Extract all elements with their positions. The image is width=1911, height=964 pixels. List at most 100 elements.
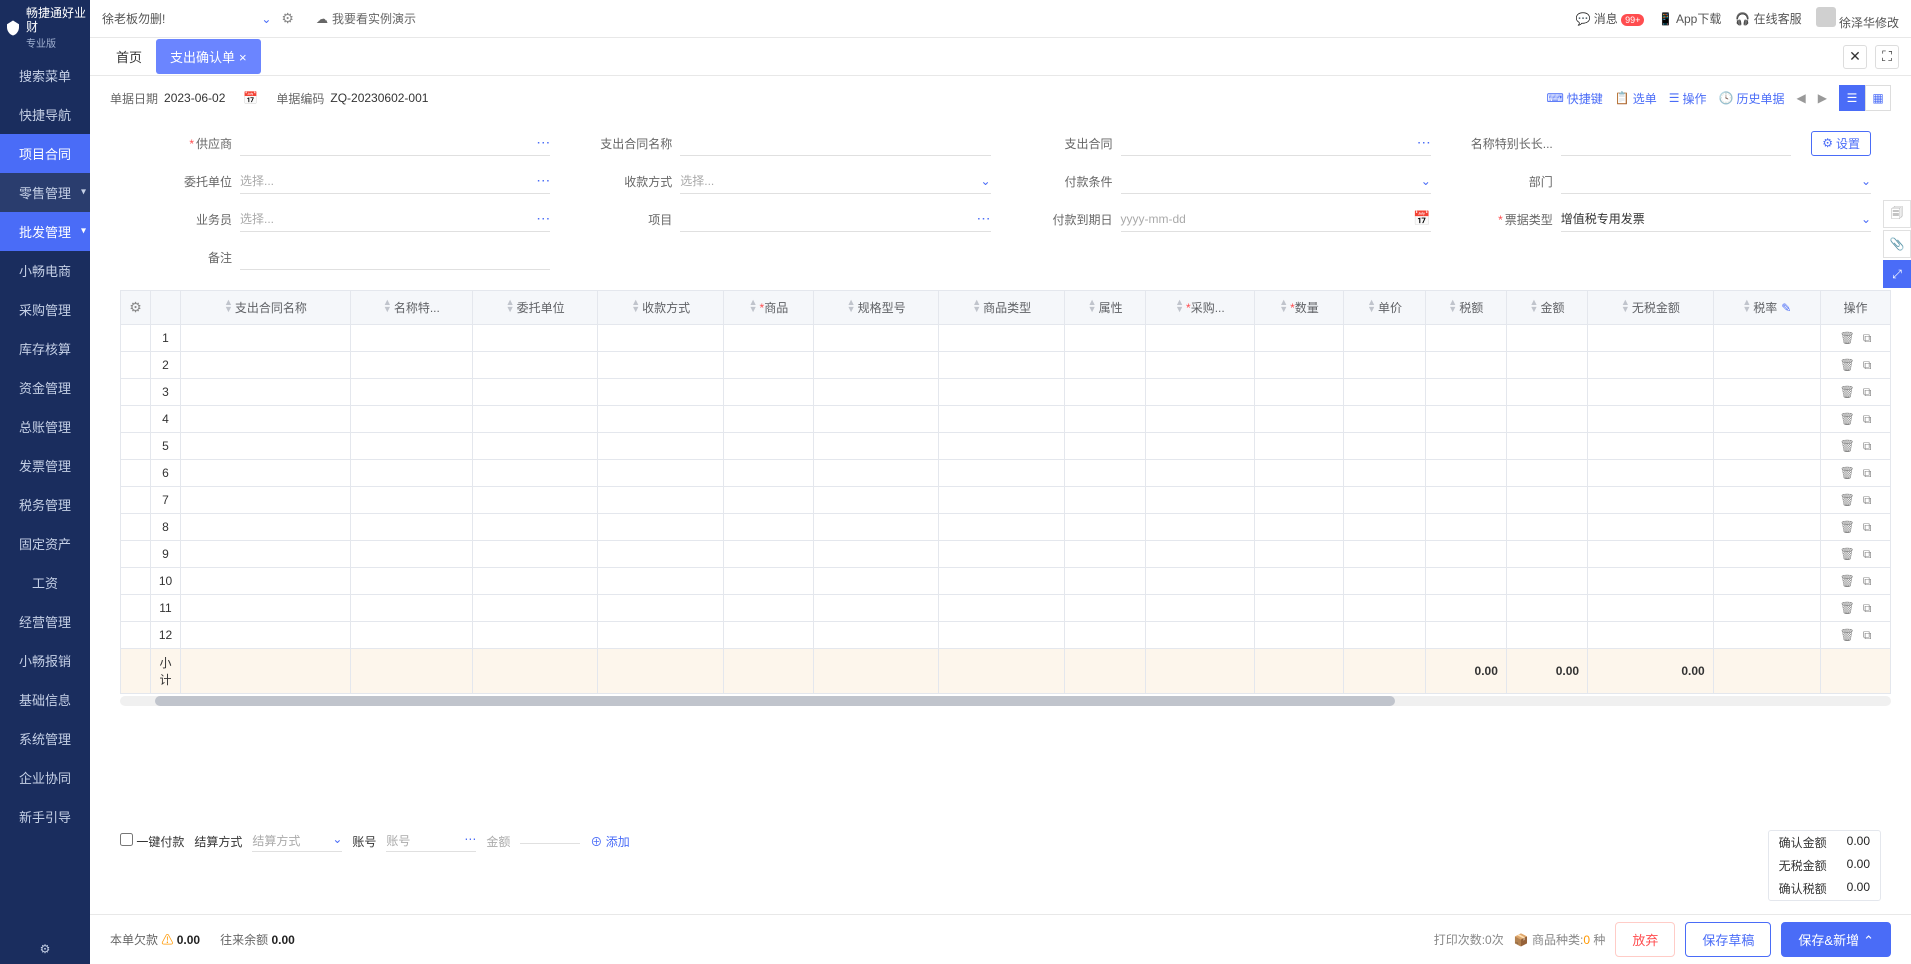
view-grid-button[interactable]: ▦ [1865, 85, 1891, 111]
sidebar-item-15[interactable]: 小畅报销 [0, 641, 90, 680]
table-row[interactable]: 1🗑⧉ [121, 325, 1891, 352]
delete-row-icon[interactable]: 🗑 [1840, 331, 1855, 346]
table-settings-icon[interactable]: ⚙ [129, 299, 142, 315]
fullscreen-button[interactable]: ⛶ [1875, 45, 1899, 69]
copy-row-icon[interactable]: ⧉ [1863, 628, 1872, 643]
chevron-down-icon[interactable]: ⌄ [1861, 174, 1871, 188]
dept-select[interactable]: ⌄ [1561, 168, 1871, 194]
settle-method-select[interactable]: 结算方式⌄ [252, 830, 342, 852]
col-header[interactable]: ▲▼*数量 [1254, 291, 1344, 325]
receive-type-select[interactable]: 选择...⌄ [680, 168, 990, 194]
prev-doc-button[interactable]: ◀ [1797, 91, 1806, 105]
delete-row-icon[interactable]: 🗑 [1840, 385, 1855, 400]
copy-row-icon[interactable]: ⧉ [1863, 385, 1872, 400]
sidebar-settings-icon[interactable]: ⚙ [0, 942, 90, 956]
delete-row-icon[interactable]: 🗑 [1840, 574, 1855, 589]
due-date-input[interactable]: yyyy-mm-dd📅 [1121, 206, 1431, 232]
col-header[interactable]: ▲▼规格型号 [813, 291, 939, 325]
col-header[interactable]: ▲▼税额 [1425, 291, 1506, 325]
sidebar-item-11[interactable]: 税务管理 [0, 485, 90, 524]
save-draft-button[interactable]: 保存草稿 [1685, 922, 1771, 957]
sidebar-item-5[interactable]: 小畅电商 [0, 251, 90, 290]
col-header[interactable]: ▲▼支出合同名称 [181, 291, 351, 325]
more-icon[interactable]: ⋯ [536, 172, 550, 189]
col-header[interactable]: ▲▼税率✎ [1713, 291, 1820, 325]
contract-input[interactable]: ⋯ [1121, 130, 1431, 156]
remark-input[interactable] [240, 244, 550, 270]
sidebar-item-3[interactable]: 零售管理▾ [0, 173, 90, 212]
save-new-button[interactable]: 保存&新增⌃ [1781, 922, 1891, 957]
delete-row-icon[interactable]: 🗑 [1840, 628, 1855, 643]
one-click-pay-checkbox[interactable]: 一键付款 [120, 833, 184, 850]
pay-cond-select[interactable]: ⌄ [1121, 168, 1431, 194]
chevron-down-icon[interactable]: ⌄ [1861, 212, 1871, 226]
sidebar-item-16[interactable]: 基础信息 [0, 680, 90, 719]
copy-row-icon[interactable]: ⧉ [1863, 358, 1872, 373]
view-list-button[interactable]: ☰ [1839, 85, 1865, 111]
copy-row-icon[interactable]: ⧉ [1863, 493, 1872, 508]
entrust-input[interactable]: 选择...⋯ [240, 168, 550, 194]
sidebar-item-10[interactable]: 发票管理 [0, 446, 90, 485]
sidebar-item-6[interactable]: 采购管理 [0, 290, 90, 329]
table-row[interactable]: 7🗑⧉ [121, 487, 1891, 514]
copy-row-icon[interactable]: ⧉ [1863, 520, 1872, 535]
col-header[interactable]: ▲▼单价 [1344, 291, 1425, 325]
table-row[interactable]: 5🗑⧉ [121, 433, 1891, 460]
delete-row-icon[interactable]: 🗑 [1840, 358, 1855, 373]
hotkey-link[interactable]: ⌨ 快捷键 [1546, 90, 1602, 107]
demo-link[interactable]: ☁ 我要看实例演示 [316, 10, 416, 27]
settle-amount-input[interactable] [520, 839, 580, 844]
sidebar-item-12[interactable]: 固定资产 [0, 524, 90, 563]
rail-expand-icon[interactable]: ⤢ [1883, 260, 1911, 288]
calendar-icon[interactable]: 📅 [1413, 210, 1430, 227]
copy-row-icon[interactable]: ⧉ [1863, 601, 1872, 616]
sidebar-item-2[interactable]: 项目合同 [0, 134, 90, 173]
horizontal-scrollbar[interactable] [120, 696, 1891, 706]
salesman-input[interactable]: 选择...⋯ [240, 206, 550, 232]
col-header[interactable]: ▲▼收款方式 [598, 291, 724, 325]
add-settlement-button[interactable]: ⊕ 添加 [590, 833, 629, 850]
copy-row-icon[interactable]: ⧉ [1863, 439, 1872, 454]
sidebar-item-9[interactable]: 总账管理 [0, 407, 90, 446]
sidebar-item-19[interactable]: 新手引导 [0, 797, 90, 836]
delete-row-icon[interactable]: 🗑 [1840, 466, 1855, 481]
table-row[interactable]: 4🗑⧉ [121, 406, 1891, 433]
copy-row-icon[interactable]: ⧉ [1863, 331, 1872, 346]
sidebar-item-17[interactable]: 系统管理 [0, 719, 90, 758]
tab-expense-confirm[interactable]: 支出确认单× [156, 39, 261, 74]
col-header[interactable]: ▲▼*商品 [724, 291, 814, 325]
pick-order-link[interactable]: 📋 选单 [1615, 90, 1657, 107]
user-menu[interactable]: 徐泽华修改 [1816, 7, 1899, 31]
delete-row-icon[interactable]: 🗑 [1840, 520, 1855, 535]
delete-row-icon[interactable]: 🗑 [1840, 601, 1855, 616]
calendar-icon[interactable]: 📅 [243, 91, 258, 105]
messages-link[interactable]: 💬 消息 99+ [1575, 10, 1644, 27]
delete-row-icon[interactable]: 🗑 [1840, 412, 1855, 427]
table-row[interactable]: 10🗑⧉ [121, 568, 1891, 595]
project-input[interactable]: ⋯ [680, 206, 990, 232]
history-link[interactable]: 🕓 历史单据 [1719, 90, 1785, 107]
table-row[interactable]: 11🗑⧉ [121, 595, 1891, 622]
operations-link[interactable]: ☰ 操作 [1669, 90, 1707, 107]
more-icon[interactable]: ⋯ [536, 134, 550, 151]
sidebar-item-13[interactable]: 工资 [0, 563, 90, 602]
contract-name-input[interactable] [680, 130, 990, 156]
sidebar-item-0[interactable]: 搜索菜单 [0, 56, 90, 95]
copy-row-icon[interactable]: ⧉ [1863, 547, 1872, 562]
sidebar-item-8[interactable]: 资金管理 [0, 368, 90, 407]
col-header[interactable]: ▲▼委托单位 [472, 291, 598, 325]
customer-service-link[interactable]: 🎧 在线客服 [1735, 10, 1801, 27]
col-header[interactable]: ▲▼商品类型 [939, 291, 1065, 325]
more-icon[interactable]: ⋯ [536, 210, 550, 227]
invoice-type-select[interactable]: 增值税专用发票⌄ [1561, 206, 1871, 232]
table-row[interactable]: 8🗑⧉ [121, 514, 1891, 541]
delete-row-icon[interactable]: 🗑 [1840, 493, 1855, 508]
settings-button[interactable]: ⚙ 设置 [1811, 131, 1871, 156]
rail-attachment-icon[interactable]: 📎 [1883, 230, 1911, 258]
close-all-tabs[interactable]: ✕ [1843, 45, 1867, 69]
tab-home[interactable]: 首页 [102, 39, 156, 74]
col-header[interactable]: ▲▼属性 [1065, 291, 1146, 325]
workspace-settings-icon[interactable]: ⚙ [281, 10, 294, 27]
supplier-input[interactable]: ⋯ [240, 130, 550, 156]
edit-icon[interactable]: ✎ [1781, 301, 1791, 315]
